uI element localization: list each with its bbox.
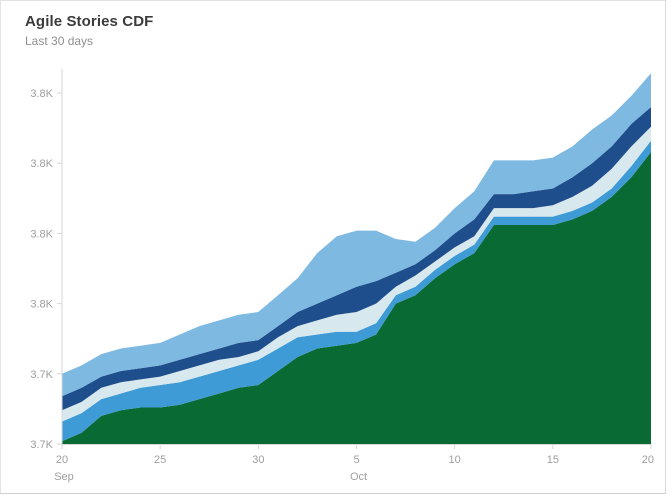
x-axis-tick-label: 5	[353, 454, 359, 466]
x-axis-tick-label: 30	[252, 454, 264, 466]
x-axis-tick-label: 15	[547, 454, 559, 466]
x-axis-tick-label: 20	[642, 454, 654, 466]
y-axis-tick-label: 3.8K	[30, 299, 53, 311]
x-axis-tick-label: 10	[449, 454, 461, 466]
area-band-4-navy	[62, 107, 651, 411]
area-band-5-light-blue	[62, 73, 651, 397]
widget-subtitle: Last 30 days	[25, 34, 94, 48]
y-axis-tick-label: 3.8K	[30, 88, 53, 100]
widget-header: Agile Stories CDF Last 30 days	[25, 13, 153, 48]
x-axis-month-label: Oct	[350, 471, 367, 483]
x-axis-tick-label: 20	[56, 454, 68, 466]
y-axis-tick-label: 3.7K	[30, 439, 53, 451]
y-axis-tick-label: 3.8K	[30, 158, 53, 170]
area-band-3-pale-blue	[62, 126, 651, 422]
x-axis-tick-label: 25	[154, 454, 166, 466]
y-axis-tick-label: 3.7K	[30, 369, 53, 381]
page-title: Agile Stories CDF	[25, 13, 154, 30]
x-axis-month-label: Sep	[54, 471, 74, 483]
y-axis-tick-label: 3.8K	[30, 228, 53, 240]
